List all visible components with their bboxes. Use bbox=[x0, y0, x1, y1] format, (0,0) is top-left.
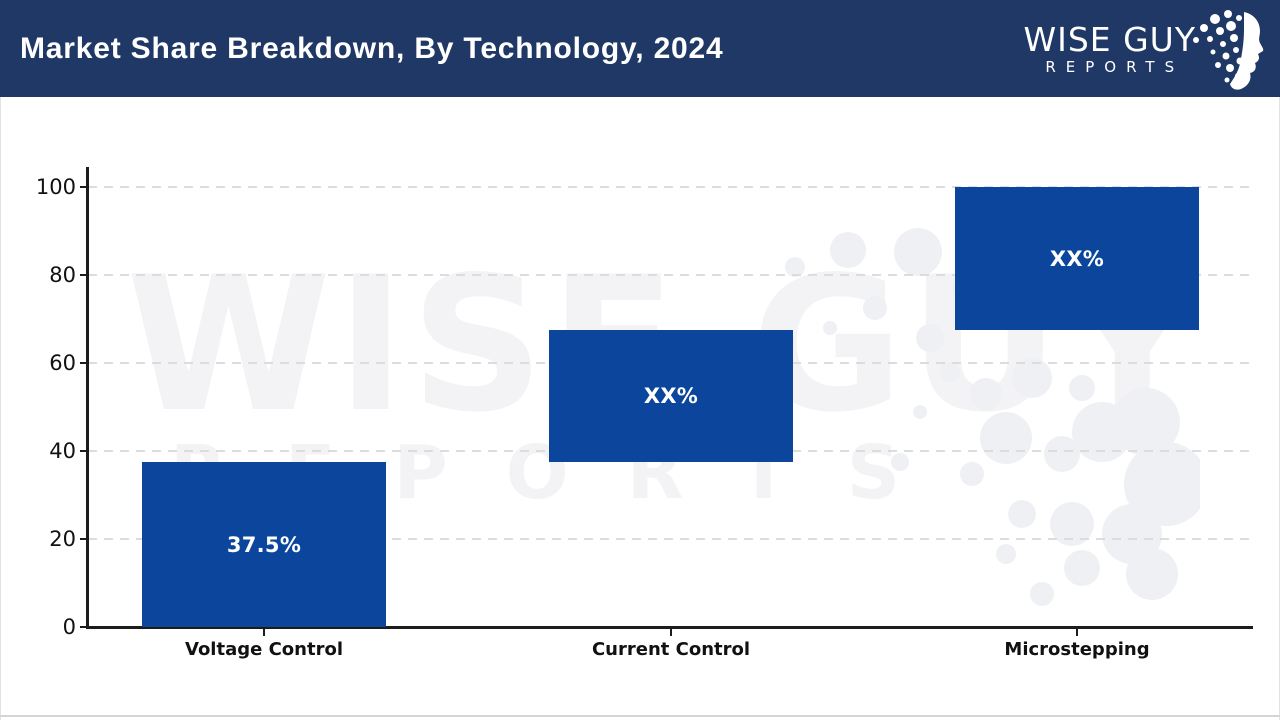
y-tick-label-40: 40 bbox=[49, 439, 76, 463]
bar-2: XX% bbox=[549, 330, 793, 462]
x-axis-line bbox=[86, 626, 1253, 629]
x-tick-mark-2 bbox=[670, 628, 672, 636]
y-tick-label-60: 60 bbox=[49, 351, 76, 375]
y-tick-label-100: 100 bbox=[35, 175, 76, 199]
x-category-label-2: Current Control bbox=[591, 639, 751, 660]
bar-value-label-1: 37.5% bbox=[226, 532, 302, 557]
header-bar: Market Share Breakdown, By Technology, 2… bbox=[0, 0, 1280, 97]
gridline-y-100 bbox=[88, 186, 1253, 188]
dotted-face-icon bbox=[1193, 9, 1264, 90]
y-tick-mark-80 bbox=[80, 274, 88, 276]
x-tick-mark-1 bbox=[263, 628, 265, 636]
wise-guy-reports-logo: WISE GUY REPORTS bbox=[1023, 6, 1266, 92]
x-category-label-1: Voltage Control bbox=[184, 639, 344, 660]
bar-value-label-2: XX% bbox=[643, 384, 699, 408]
logo-text: WISE GUY REPORTS bbox=[1023, 23, 1196, 75]
y-tick-mark-40 bbox=[80, 450, 88, 452]
gridline-y-20 bbox=[88, 538, 1253, 540]
gridline-y-80 bbox=[88, 274, 1253, 276]
y-tick-label-0: 0 bbox=[62, 615, 76, 639]
y-tick-mark-60 bbox=[80, 362, 88, 364]
x-tick-mark-3 bbox=[1076, 628, 1078, 636]
y-tick-label-20: 20 bbox=[49, 527, 76, 551]
bottom-divider bbox=[0, 715, 1280, 717]
y-axis-line bbox=[86, 167, 89, 629]
page-title: Market Share Breakdown, By Technology, 2… bbox=[20, 31, 724, 65]
y-tick-mark-20 bbox=[80, 538, 88, 540]
bar-3: XX% bbox=[955, 187, 1199, 330]
logo-wordmark: WISE GUY bbox=[1023, 19, 1196, 59]
logo-subtitle: REPORTS bbox=[1045, 57, 1185, 76]
x-category-label-3: Microstepping bbox=[1004, 639, 1150, 660]
y-tick-mark-100 bbox=[80, 186, 88, 188]
y-tick-mark-0 bbox=[80, 626, 88, 628]
y-tick-label-80: 80 bbox=[49, 263, 76, 287]
bar-1: 37.5% bbox=[142, 462, 386, 627]
bar-value-label-3: XX% bbox=[1049, 246, 1105, 271]
